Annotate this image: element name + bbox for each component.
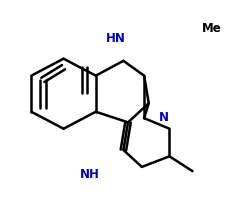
Text: NH: NH [80,168,100,181]
Text: N: N [159,111,169,124]
Text: Me: Me [202,23,221,35]
Text: HN: HN [106,32,126,45]
